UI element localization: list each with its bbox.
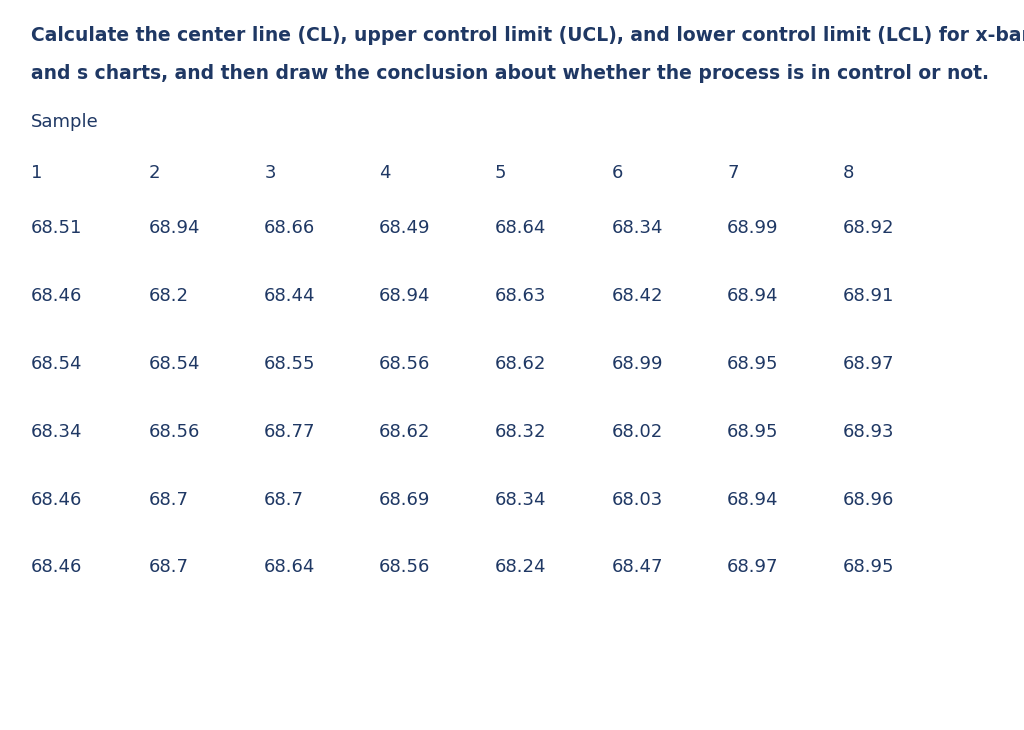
Text: 68.46: 68.46 [31,287,82,305]
Text: 68.34: 68.34 [495,491,546,509]
Text: 68.92: 68.92 [843,219,894,237]
Text: 68.95: 68.95 [843,558,894,577]
Text: 68.64: 68.64 [264,558,315,577]
Text: 68.94: 68.94 [379,287,430,305]
Text: 68.44: 68.44 [264,287,315,305]
Text: 68.24: 68.24 [495,558,546,577]
Text: 7: 7 [727,164,738,182]
Text: Calculate the center line (CL), upper control limit (UCL), and lower control lim: Calculate the center line (CL), upper co… [31,26,1024,45]
Text: 68.55: 68.55 [264,355,315,373]
Text: 68.91: 68.91 [843,287,894,305]
Text: 68.62: 68.62 [495,355,546,373]
Text: 1: 1 [31,164,42,182]
Text: 2: 2 [148,164,160,182]
Text: 68.56: 68.56 [379,355,430,373]
Text: 68.77: 68.77 [264,423,315,441]
Text: 68.94: 68.94 [727,491,778,509]
Text: 68.95: 68.95 [727,423,778,441]
Text: 68.99: 68.99 [611,355,663,373]
Text: 68.99: 68.99 [727,219,778,237]
Text: and s charts, and then draw the conclusion about whether the process is in contr: and s charts, and then draw the conclusi… [31,64,989,83]
Text: 68.34: 68.34 [31,423,82,441]
Text: 68.7: 68.7 [264,491,304,509]
Text: 68.47: 68.47 [611,558,663,577]
Text: 68.62: 68.62 [379,423,430,441]
Text: 68.94: 68.94 [727,287,778,305]
Text: 68.97: 68.97 [843,355,894,373]
Text: 68.54: 68.54 [31,355,82,373]
Text: 68.96: 68.96 [843,491,894,509]
Text: 3: 3 [264,164,275,182]
Text: 68.7: 68.7 [148,491,188,509]
Text: 68.42: 68.42 [611,287,663,305]
Text: 5: 5 [495,164,506,182]
Text: 68.46: 68.46 [31,491,82,509]
Text: 68.63: 68.63 [495,287,546,305]
Text: 4: 4 [379,164,390,182]
Text: 68.49: 68.49 [379,219,430,237]
Text: 68.56: 68.56 [148,423,200,441]
Text: 6: 6 [611,164,623,182]
Text: 68.94: 68.94 [148,219,200,237]
Text: 68.34: 68.34 [611,219,663,237]
Text: Sample: Sample [31,113,98,131]
Text: 68.93: 68.93 [843,423,894,441]
Text: 68.02: 68.02 [611,423,663,441]
Text: 68.69: 68.69 [379,491,430,509]
Text: 8: 8 [843,164,854,182]
Text: 68.66: 68.66 [264,219,315,237]
Text: 68.7: 68.7 [148,558,188,577]
Text: 68.32: 68.32 [495,423,546,441]
Text: 68.54: 68.54 [148,355,200,373]
Text: 68.97: 68.97 [727,558,778,577]
Text: 68.56: 68.56 [379,558,430,577]
Text: 68.95: 68.95 [727,355,778,373]
Text: 68.46: 68.46 [31,558,82,577]
Text: 68.2: 68.2 [148,287,188,305]
Text: 68.51: 68.51 [31,219,82,237]
Text: 68.64: 68.64 [495,219,546,237]
Text: 68.03: 68.03 [611,491,663,509]
